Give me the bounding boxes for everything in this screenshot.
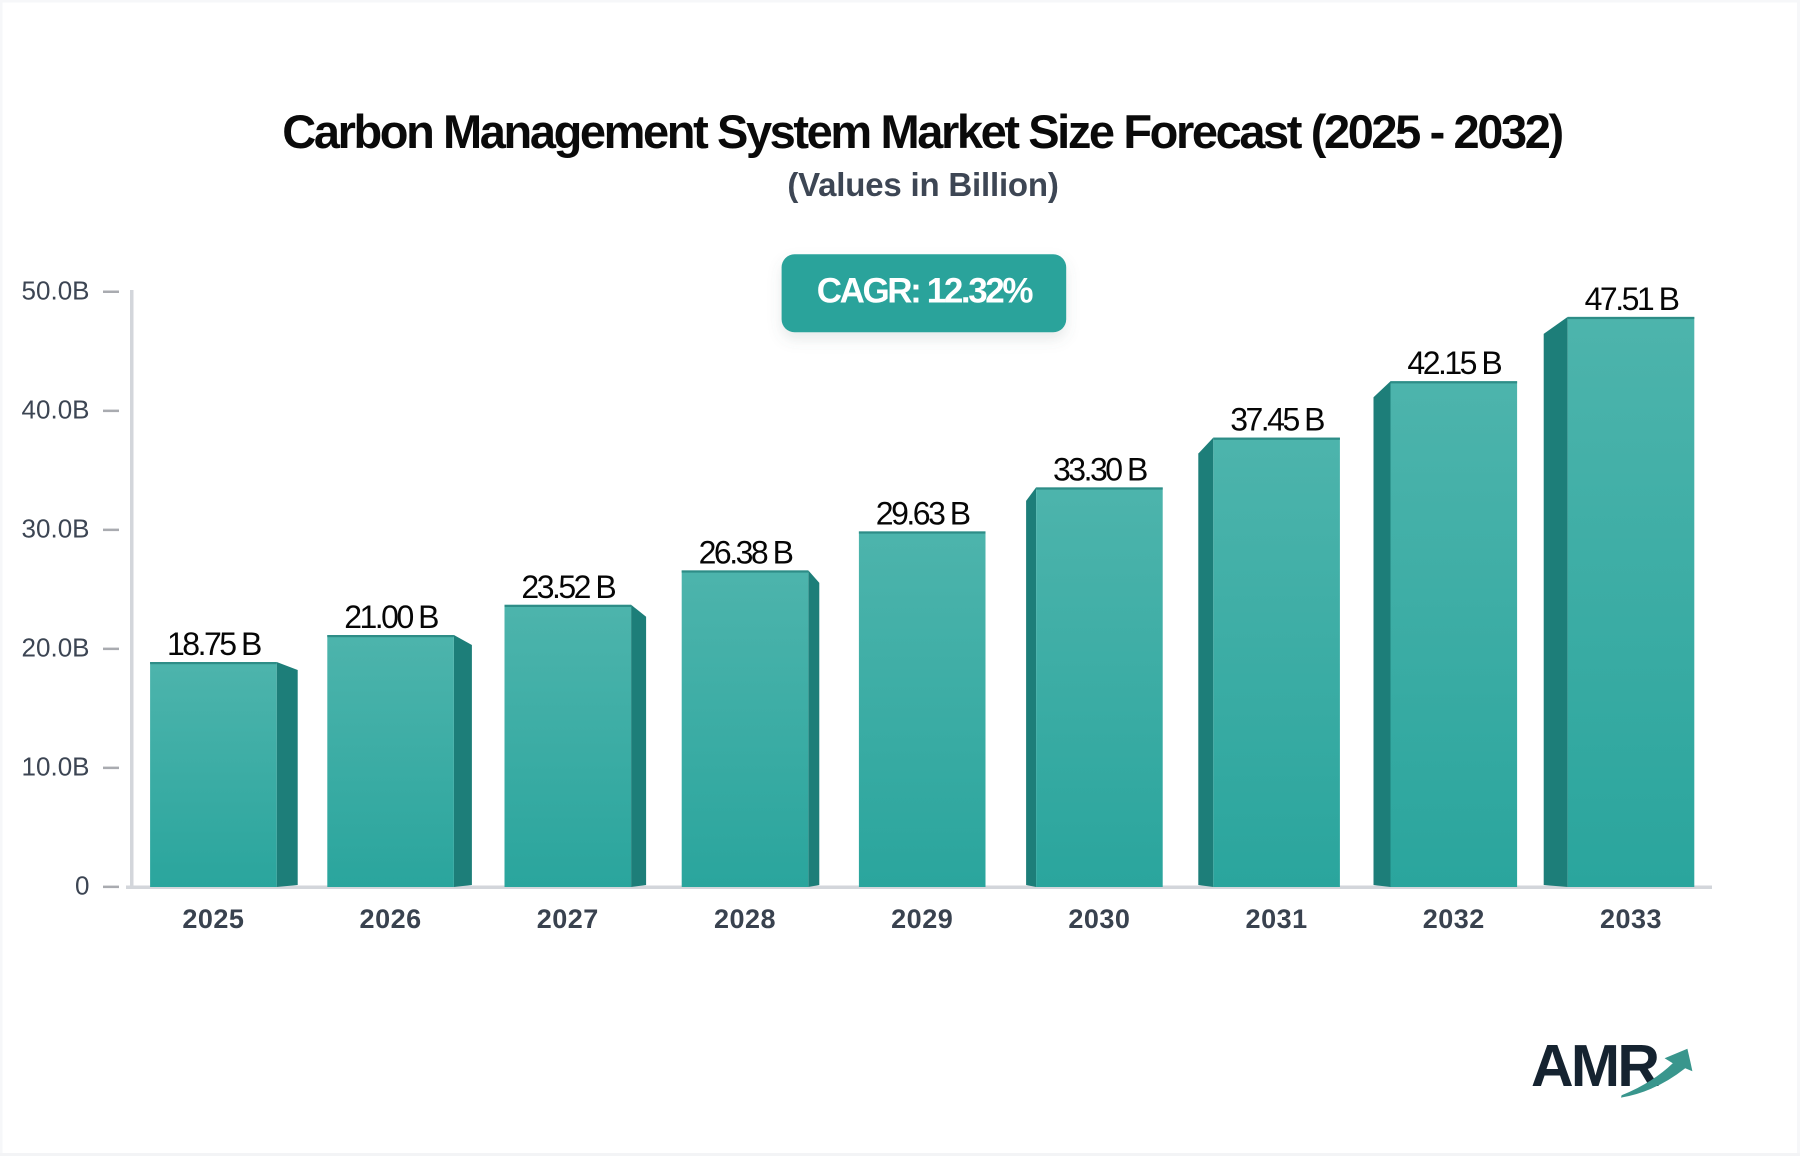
svg-text:21.00 B: 21.00 B bbox=[344, 599, 438, 635]
svg-text:18.75 B: 18.75 B bbox=[167, 626, 261, 662]
svg-text:23.52 B: 23.52 B bbox=[521, 569, 615, 605]
svg-text:2028: 2028 bbox=[714, 904, 776, 934]
svg-text:42.15 B: 42.15 B bbox=[1407, 345, 1501, 381]
svg-text:30.0B: 30.0B bbox=[22, 514, 90, 544]
svg-text:Carbon Management System Marke: Carbon Management System Market Size For… bbox=[282, 105, 1562, 158]
svg-text:29.63 B: 29.63 B bbox=[876, 495, 970, 531]
svg-text:2033: 2033 bbox=[1600, 904, 1662, 934]
svg-text:37.45 B: 37.45 B bbox=[1230, 402, 1324, 438]
svg-text:40.0B: 40.0B bbox=[22, 395, 90, 425]
svg-text:2025: 2025 bbox=[182, 904, 244, 934]
svg-text:2027: 2027 bbox=[537, 904, 599, 934]
svg-text:47.51 B: 47.51 B bbox=[1585, 281, 1679, 317]
svg-text:2029: 2029 bbox=[891, 904, 953, 934]
svg-text:50.0B: 50.0B bbox=[22, 276, 90, 306]
svg-text:33.30 B: 33.30 B bbox=[1053, 451, 1147, 487]
svg-text:2026: 2026 bbox=[360, 904, 422, 934]
svg-text:26.38 B: 26.38 B bbox=[699, 534, 793, 570]
svg-text:2030: 2030 bbox=[1068, 904, 1130, 934]
svg-text:10.0B: 10.0B bbox=[22, 752, 90, 782]
svg-text:20.0B: 20.0B bbox=[22, 633, 90, 663]
svg-text:(Values in Billion): (Values in Billion) bbox=[787, 166, 1058, 203]
svg-text:2031: 2031 bbox=[1246, 904, 1308, 934]
svg-text:2032: 2032 bbox=[1423, 904, 1485, 934]
svg-text:0: 0 bbox=[75, 871, 89, 901]
svg-text:CAGR: 12.32%: CAGR: 12.32% bbox=[817, 272, 1034, 311]
